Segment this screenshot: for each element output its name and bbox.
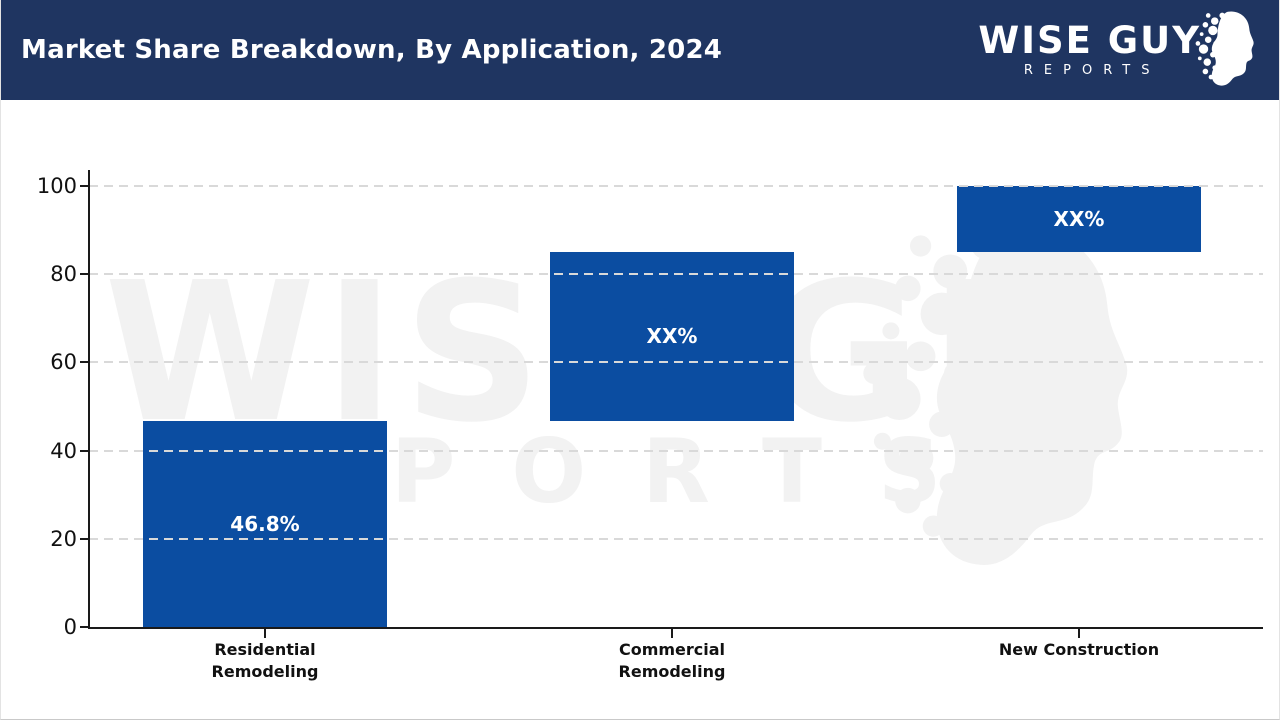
gridline-80	[89, 273, 1263, 276]
bar-value-label: 46.8%	[230, 511, 300, 536]
category-label: Commercial Remodeling	[618, 640, 726, 681]
brand-logo: WISE GUY REPORTS	[978, 5, 1263, 95]
y-axis-tick-label: 40	[50, 438, 77, 463]
y-axis-tick	[80, 185, 89, 187]
brand-logo-text: WISE GUY REPORTS	[978, 19, 1201, 78]
header-bar: Market Share Breakdown, By Application, …	[1, 0, 1279, 100]
page-title: Market Share Breakdown, By Application, …	[21, 35, 723, 65]
bar-value-label: XX%	[1053, 207, 1105, 232]
y-axis-tick-label: 20	[50, 526, 77, 551]
x-axis-tick	[671, 629, 673, 638]
brand-subname: REPORTS	[1023, 62, 1161, 78]
y-axis-tick-label: 100	[36, 174, 77, 198]
y-axis-line	[88, 170, 90, 629]
category-label: New Construction	[998, 640, 1160, 659]
bar-segment: XX%	[957, 186, 1201, 253]
x-axis-tick	[1078, 629, 1080, 638]
bar-value-label: XX%	[646, 324, 698, 349]
x-axis-line	[88, 627, 1263, 629]
bar-segment: 46.8%	[143, 420, 387, 627]
y-axis-tick	[80, 626, 89, 628]
y-axis-tick	[80, 361, 89, 364]
y-axis-tick	[80, 273, 89, 276]
bar-segment: XX%	[550, 252, 794, 421]
gridline-60	[89, 361, 1263, 364]
x-axis-tick	[264, 629, 266, 638]
gridline-20	[89, 537, 1263, 540]
gridline-40	[89, 449, 1263, 452]
category-label: Residential Remodeling	[211, 640, 319, 681]
y-axis-tick-label: 0	[63, 615, 77, 639]
y-axis-tick-label: 60	[50, 350, 77, 375]
brand-name: WISE GUY	[978, 19, 1201, 63]
y-axis-tick	[80, 537, 89, 540]
gridline-100	[89, 185, 1263, 187]
y-axis-tick	[80, 449, 89, 452]
y-axis-tick-label: 80	[50, 262, 77, 287]
